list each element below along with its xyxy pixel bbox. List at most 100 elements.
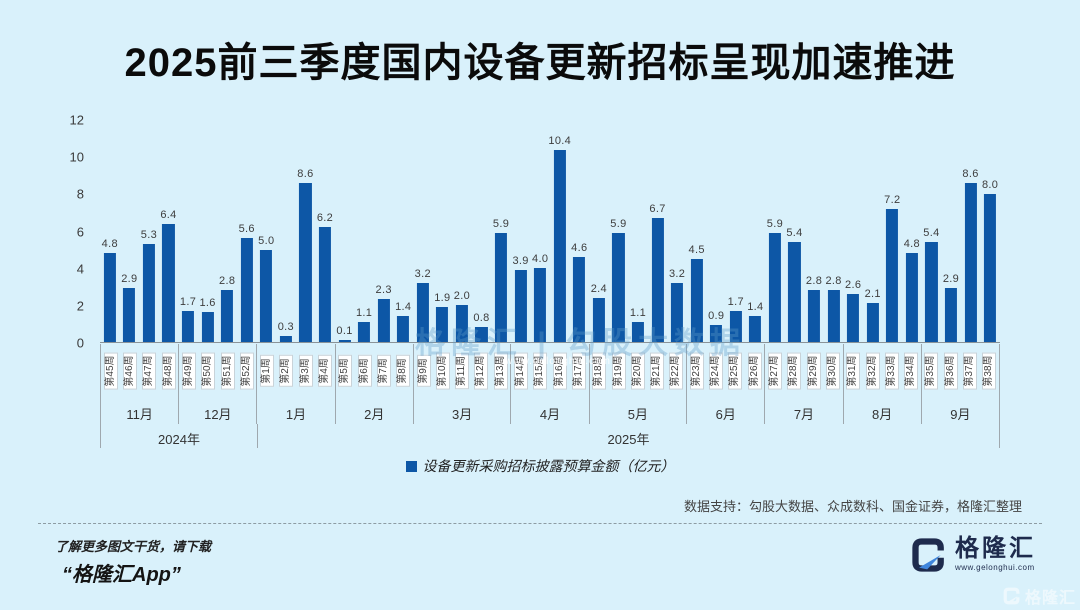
week-cell: 第2周: [277, 344, 296, 400]
corner-watermark: 格隆汇: [1003, 584, 1076, 608]
bar-value-label: 3.9: [512, 254, 529, 267]
week-label: 第45周: [103, 352, 118, 390]
week-label: 第4周: [318, 355, 333, 387]
week-label: 第29周: [806, 352, 821, 390]
bar-slot: 4.6: [570, 120, 590, 342]
month-group: 第35周 第36周 第37周 第38周 9月: [920, 344, 1000, 424]
bar-slot: 4.0: [530, 120, 550, 342]
bar-slot: 3.9: [511, 120, 531, 342]
month-group: 第18周 第19周 第20周 第21周 第22周 5月: [588, 344, 687, 424]
bar: [964, 182, 977, 342]
month-label: 4月: [539, 407, 561, 422]
bar-slot: 2.8: [217, 120, 237, 342]
bar-value-label: 2.3: [375, 284, 392, 297]
bar-value-label: 0.3: [277, 321, 294, 334]
bar-value-label: 1.1: [629, 306, 647, 319]
bar-slot: 5.4: [922, 120, 942, 342]
bar-slot: 5.6: [237, 120, 257, 342]
week-label: 第47周: [142, 352, 157, 390]
week-label: 第37周: [963, 352, 978, 390]
bar: [886, 208, 899, 342]
month-group: 第27周 第28周 第29周 第30周 7月: [764, 344, 842, 424]
bar: [514, 269, 527, 342]
bar-value-label: 6.4: [160, 208, 177, 221]
month-label: 9月: [950, 407, 971, 422]
bar: [573, 256, 586, 342]
bar-value-label: 8.6: [297, 167, 314, 180]
bar-slot: 1.1: [354, 120, 374, 342]
bar-slot: 2.1: [863, 120, 883, 342]
bar-value-label: 5.3: [140, 228, 158, 241]
y-tick-label: 2: [76, 298, 84, 314]
week-cell: 第36周: [941, 344, 960, 400]
week-cell: 第46周: [120, 344, 139, 400]
week-cell: 第50周: [199, 344, 218, 400]
month-group: 第31周 第32周 第33周 第34周 8月: [842, 344, 921, 424]
bar-slot: 6.2: [315, 120, 335, 342]
week-label: 第31周: [846, 352, 861, 390]
bar-slot: 1.9: [433, 120, 453, 342]
y-tick-label: 0: [76, 335, 84, 351]
bar: [847, 293, 860, 342]
y-tick-label: 4: [76, 261, 84, 277]
bar-value-label: 3.2: [414, 267, 431, 280]
bar-slot: 8.6: [961, 120, 981, 342]
bar-value-label: 2.9: [121, 273, 138, 286]
bar: [201, 312, 214, 342]
footer-promo-text: 了解更多图文干货，请下载: [55, 539, 212, 554]
bar-value-label: 2.4: [590, 282, 607, 295]
bar: [142, 243, 155, 342]
week-cell: 第27周: [765, 344, 784, 400]
bar: [299, 182, 312, 342]
bar-value-label: 4.8: [903, 238, 920, 251]
month-label: 3月: [452, 407, 473, 422]
week-cell: 第31周: [844, 344, 863, 400]
bar: [905, 253, 918, 342]
week-label: 第38周: [982, 352, 997, 390]
bar-slot: 1.7: [726, 120, 746, 342]
bar-value-label: 4.0: [532, 253, 549, 266]
bar-value-label: 5.9: [492, 217, 510, 230]
bar-value-label: 5.9: [610, 217, 627, 230]
week-label: 第33周: [884, 352, 899, 390]
week-label: 第6周: [357, 355, 372, 387]
week-label: 第35周: [924, 352, 939, 390]
legend-label: 设备更新采购招标披露预算金额（亿元）: [422, 460, 675, 475]
bar-value-label: 5.4: [786, 227, 803, 240]
bar-slot: 2.8: [804, 120, 824, 342]
bar: [221, 290, 234, 342]
bar-slot: 2.9: [941, 120, 961, 342]
bar: [377, 299, 390, 342]
bar-slot: 2.0: [452, 120, 472, 342]
bar-slot: 5.9: [491, 120, 511, 342]
bar: [416, 282, 429, 342]
bar-value-label: 2.8: [219, 275, 236, 288]
bar: [612, 232, 625, 342]
dashed-divider: [38, 523, 1042, 524]
bar: [534, 268, 547, 342]
week-cell: 第7周: [374, 344, 393, 400]
bar-slot: 0.8: [472, 120, 492, 342]
bar-value-label: 4.5: [688, 243, 705, 256]
bar-slot: 5.3: [139, 120, 159, 342]
week-label: 第26周: [747, 352, 762, 390]
bar-slot: 0.1: [335, 120, 355, 342]
gelonghui-logo: 格隆汇 www.gelonghui.com: [911, 537, 1036, 573]
bar-slot: 7.2: [883, 120, 903, 342]
bar: [984, 194, 997, 342]
week-label: 第27周: [768, 352, 782, 390]
month-label: 7月: [793, 407, 815, 422]
week-label: 第32周: [865, 352, 880, 390]
bar: [123, 288, 136, 342]
bar-slot: 8.0: [980, 120, 1000, 342]
month-label: 1月: [285, 407, 307, 422]
week-cell: 第8周: [394, 344, 413, 400]
legend-swatch-icon: [405, 460, 417, 472]
bar-slot: 5.0: [257, 120, 277, 342]
bar-value-label: 2.8: [825, 275, 842, 288]
bar: [866, 303, 879, 342]
bar-value-label: 10.4: [548, 134, 572, 147]
bar-slot: 3.2: [667, 120, 687, 342]
week-cell: 第49周: [179, 344, 198, 400]
